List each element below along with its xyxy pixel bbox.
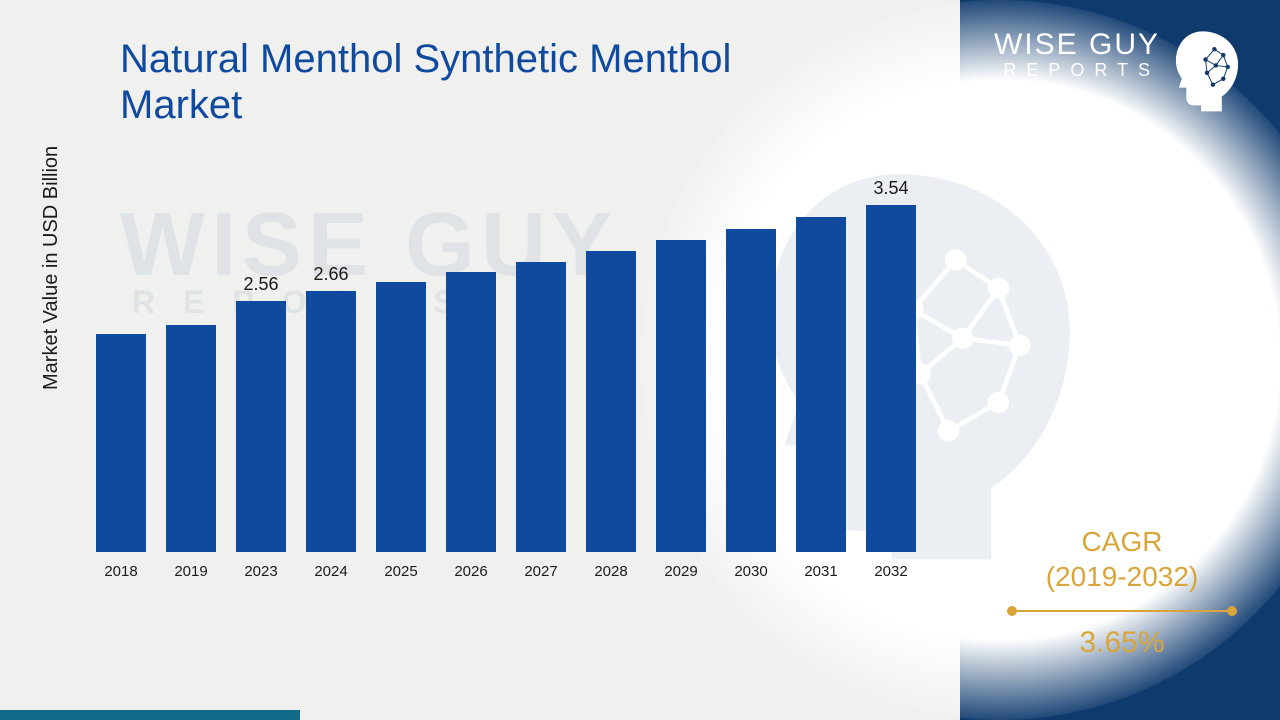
- bar-wrap: [726, 229, 776, 552]
- cagr-divider: [1012, 610, 1232, 612]
- bottom-strip: [0, 710, 300, 720]
- bar: [796, 217, 846, 552]
- chart-region: Market Value in USD Billion 2.562.663.54…: [50, 160, 920, 620]
- x-tick-label: 2029: [656, 563, 706, 580]
- bar: [866, 205, 916, 552]
- x-tick-label: 2030: [726, 563, 776, 580]
- bar: [726, 229, 776, 552]
- cagr-value: 3.65%: [1002, 626, 1242, 660]
- chart-title: Natural Menthol Synthetic Menthol Market: [120, 36, 840, 128]
- bar: [166, 325, 216, 552]
- x-tick-label: 2031: [796, 563, 846, 580]
- x-tick-label: 2018: [96, 563, 146, 580]
- bar-value-label: 3.54: [873, 178, 908, 199]
- bar-wrap: [586, 251, 636, 552]
- x-tick-label: 2024: [306, 563, 356, 580]
- bar-wrap: [96, 334, 146, 552]
- x-tick-label: 2026: [446, 563, 496, 580]
- brand-line2: REPORTS: [994, 60, 1160, 81]
- bar-value-label: 2.66: [313, 264, 348, 285]
- cagr-box: CAGR (2019-2032) 3.65%: [1002, 524, 1242, 660]
- bar: [376, 282, 426, 552]
- brand-head-icon: [1170, 28, 1244, 114]
- x-tick-label: 2032: [866, 563, 916, 580]
- bar: [306, 291, 356, 552]
- brand-line1: WISE GUY: [994, 28, 1160, 62]
- cagr-line2: (2019-2032): [1046, 561, 1199, 592]
- bar: [96, 334, 146, 552]
- x-tick-label: 2023: [236, 563, 286, 580]
- bar-wrap: [656, 240, 706, 552]
- bar: [516, 262, 566, 552]
- x-tick-label: 2025: [376, 563, 426, 580]
- bar-wrap: 2.66: [306, 291, 356, 552]
- bar-wrap: [796, 217, 846, 552]
- bar-wrap: [376, 282, 426, 552]
- x-labels: 2018 2019 2023 2024 2025 2026 2027 2028 2029 2030…: [92, 563, 920, 580]
- bar-wrap: 2.56: [236, 301, 286, 552]
- cagr-label: CAGR (2019-2032): [1002, 524, 1242, 594]
- plot-area: 2.56 2.66 3.54 2018 2019 2023 2024 2025 2026 202…: [92, 160, 920, 580]
- y-axis-label: Market Value in USD Billion: [40, 146, 63, 390]
- bar-wrap: [166, 325, 216, 552]
- bar-wrap: [446, 272, 496, 552]
- bar-value-label: 2.56: [243, 274, 278, 295]
- bar-wrap: [516, 262, 566, 552]
- bar: [236, 301, 286, 552]
- bar: [586, 251, 636, 552]
- bar: [446, 272, 496, 552]
- x-tick-label: 2019: [166, 563, 216, 580]
- brand-text: WISE GUY REPORTS: [994, 28, 1160, 81]
- bar: [656, 240, 706, 552]
- cagr-line1: CAGR: [1082, 526, 1163, 557]
- bars-container: 2.56 2.66 3.54: [92, 160, 920, 552]
- brand-logo: WISE GUY REPORTS: [994, 28, 1244, 114]
- x-tick-label: 2027: [516, 563, 566, 580]
- x-tick-label: 2028: [586, 563, 636, 580]
- bar-wrap: 3.54: [866, 205, 916, 552]
